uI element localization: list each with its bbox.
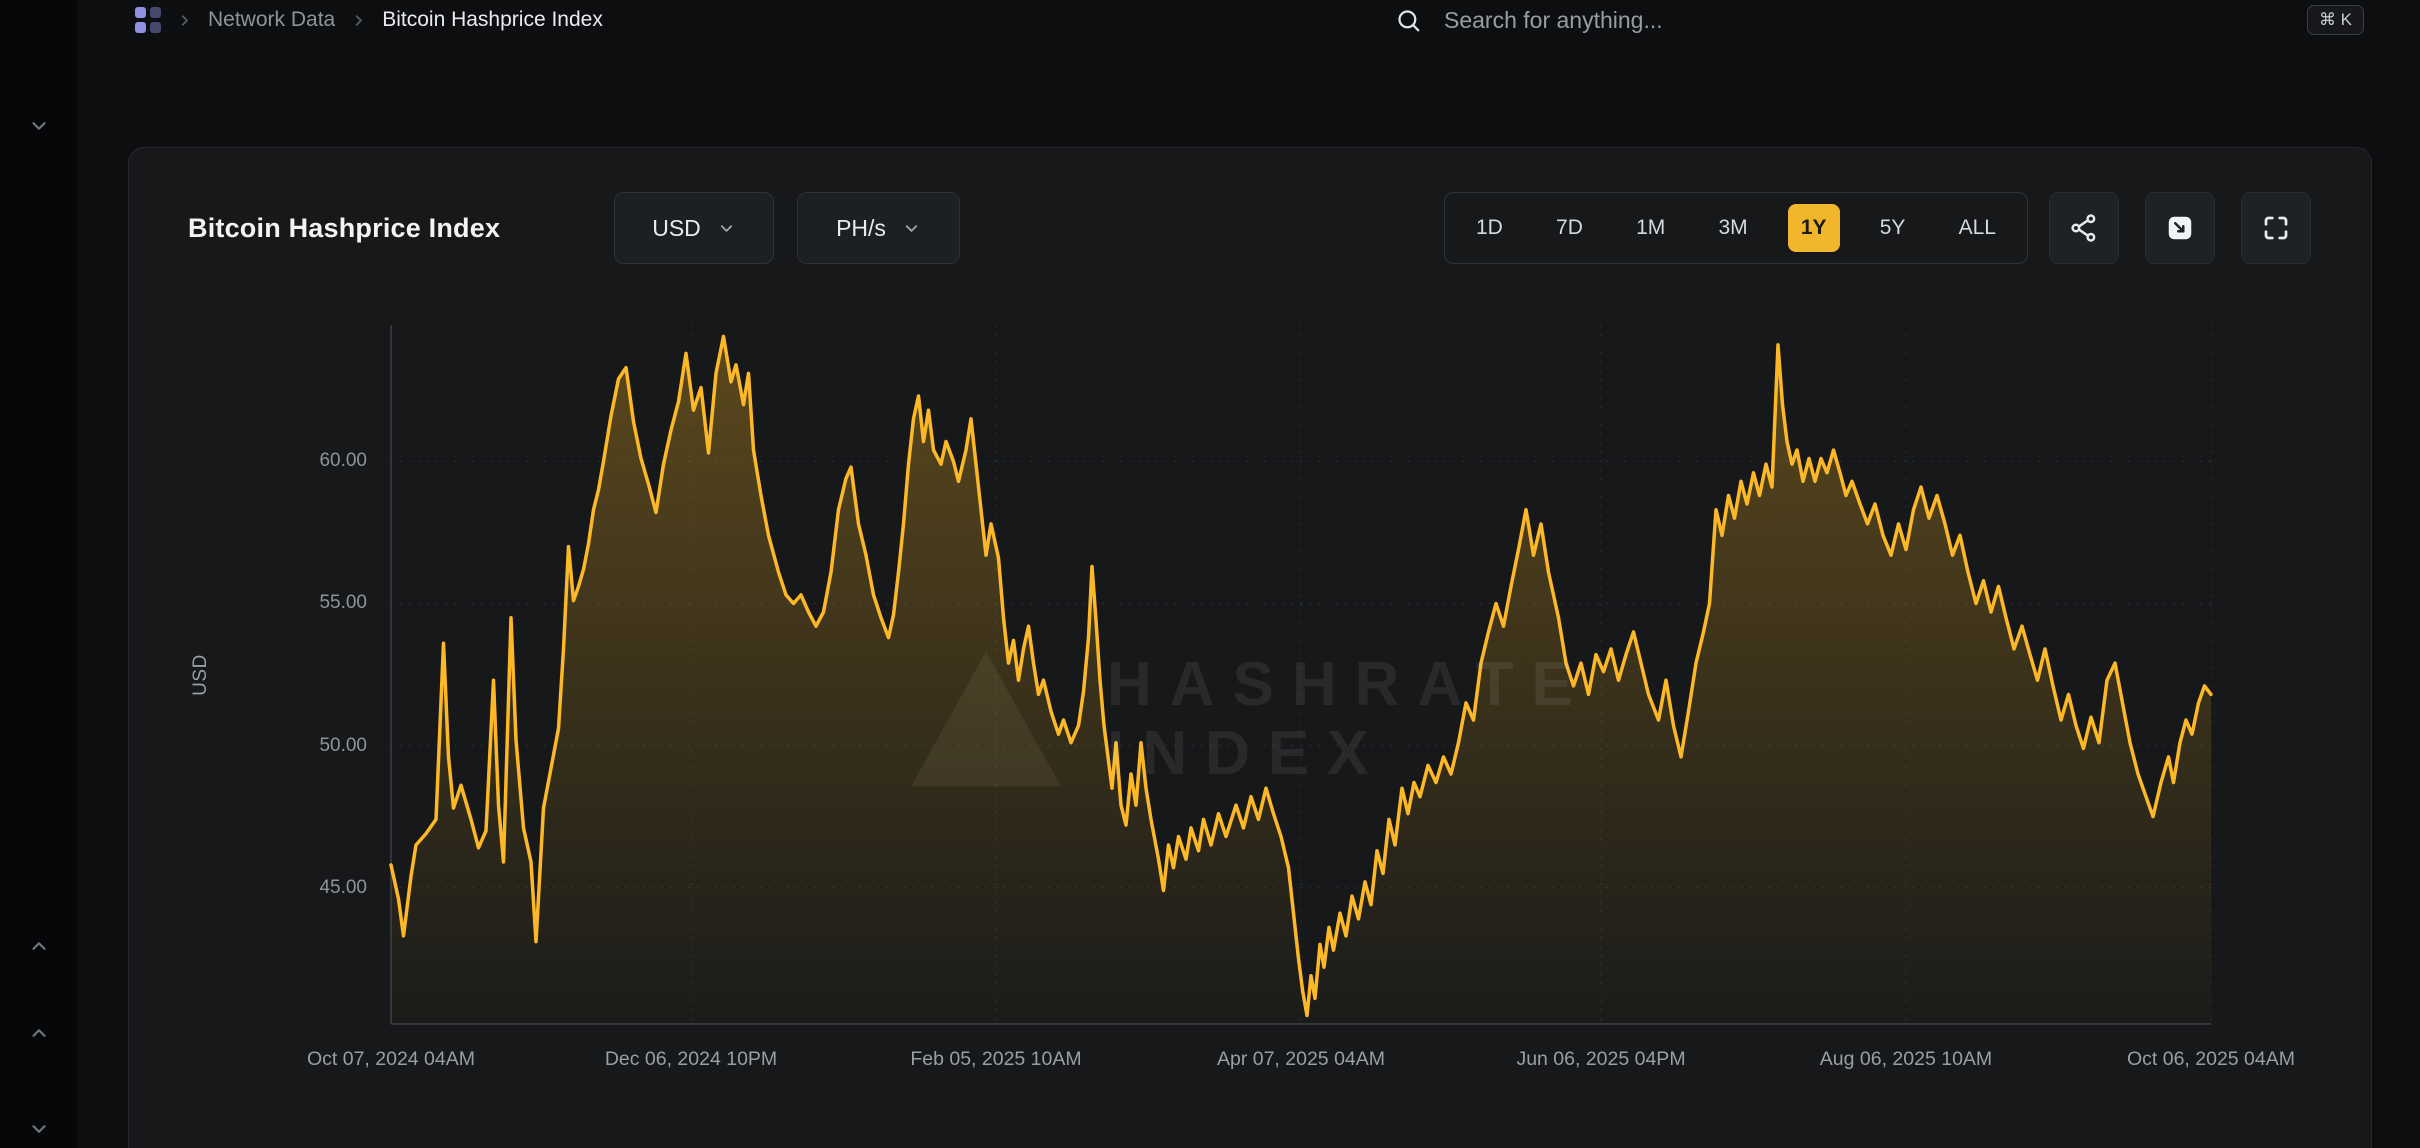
share-button[interactable]	[2049, 192, 2119, 264]
x-axis-tick: Feb 05, 2025 10AM	[910, 1048, 1082, 1070]
top-bar: Network Data Bitcoin Hashprice Index ⌘ K	[77, 0, 2420, 40]
x-axis-tick: Jun 06, 2025 04PM	[1516, 1048, 1686, 1070]
x-axis-tick: Dec 06, 2024 10PM	[604, 1048, 778, 1070]
range-button-all[interactable]: ALL	[1946, 204, 2009, 252]
y-axis-tick: 45.00	[319, 876, 367, 898]
chevron-up-icon[interactable]	[28, 1022, 50, 1044]
range-button-1y[interactable]: 1Y	[1787, 204, 1840, 252]
download-image-icon	[2165, 213, 2195, 243]
page-title: Bitcoin Hashprice Index	[188, 213, 501, 243]
sidebar	[0, 0, 77, 1148]
x-axis-tick: Apr 07, 2025 04AM	[1216, 1048, 1386, 1070]
x-axis-tick: Oct 06, 2025 04AM	[2126, 1048, 2296, 1070]
y-axis-tick: 50.00	[319, 734, 367, 756]
download-image-button[interactable]	[2145, 192, 2215, 264]
chevron-up-icon[interactable]	[28, 935, 50, 957]
fullscreen-button[interactable]	[2241, 192, 2311, 264]
breadcrumb-network-data[interactable]: Network Data	[208, 8, 336, 31]
search-icon	[1395, 7, 1422, 34]
unit-select-value: PH/s	[836, 214, 886, 241]
range-button-5y[interactable]: 5Y	[1867, 204, 1919, 252]
time-range-group: 1D 7D 1M 3M 1Y 5Y ALL	[1444, 192, 2028, 264]
chevron-down-icon	[902, 219, 921, 238]
x-axis-tick: Aug 06, 2025 10AM	[1819, 1048, 1993, 1070]
range-button-1d[interactable]: 1D	[1463, 204, 1516, 252]
range-button-3m[interactable]: 3M	[1705, 204, 1760, 252]
chart-area[interactable]: USD HASHRATE INDEX 45.00 50.00 55.00 60.00 O…	[190, 325, 2295, 1070]
global-search: ⌘ K	[1395, 0, 2364, 40]
search-input[interactable]	[1442, 5, 2287, 35]
hashprice-line-chart[interactable]	[389, 325, 2213, 1025]
range-button-1m[interactable]: 1M	[1623, 204, 1678, 252]
apps-grid-icon[interactable]	[135, 7, 161, 33]
keyboard-shortcut-badge: ⌘ K	[2306, 5, 2364, 35]
currency-select[interactable]: USD	[614, 192, 774, 264]
y-axis-tick: 55.00	[319, 592, 367, 614]
share-icon	[2069, 213, 2099, 243]
chart-card: Bitcoin Hashprice Index USD PH/s 1D 7D 1M 3…	[128, 147, 2372, 1148]
unit-select[interactable]: PH/s	[797, 192, 960, 264]
chevron-down-icon[interactable]	[28, 115, 50, 137]
chevron-right-icon	[351, 13, 366, 28]
chevron-down-icon[interactable]	[28, 1118, 50, 1140]
chevron-down-icon	[717, 219, 736, 238]
x-axis-tick: Oct 07, 2024 04AM	[306, 1048, 476, 1070]
breadcrumb: Network Data Bitcoin Hashprice Index	[77, 7, 603, 33]
y-axis-tick: 60.00	[319, 450, 367, 472]
chevron-right-icon	[177, 13, 192, 28]
currency-select-value: USD	[652, 214, 701, 241]
fullscreen-icon	[2261, 213, 2291, 243]
range-button-7d[interactable]: 7D	[1543, 204, 1596, 252]
breadcrumb-current-page: Bitcoin Hashprice Index	[382, 8, 603, 31]
y-axis-title: USD	[190, 653, 211, 696]
